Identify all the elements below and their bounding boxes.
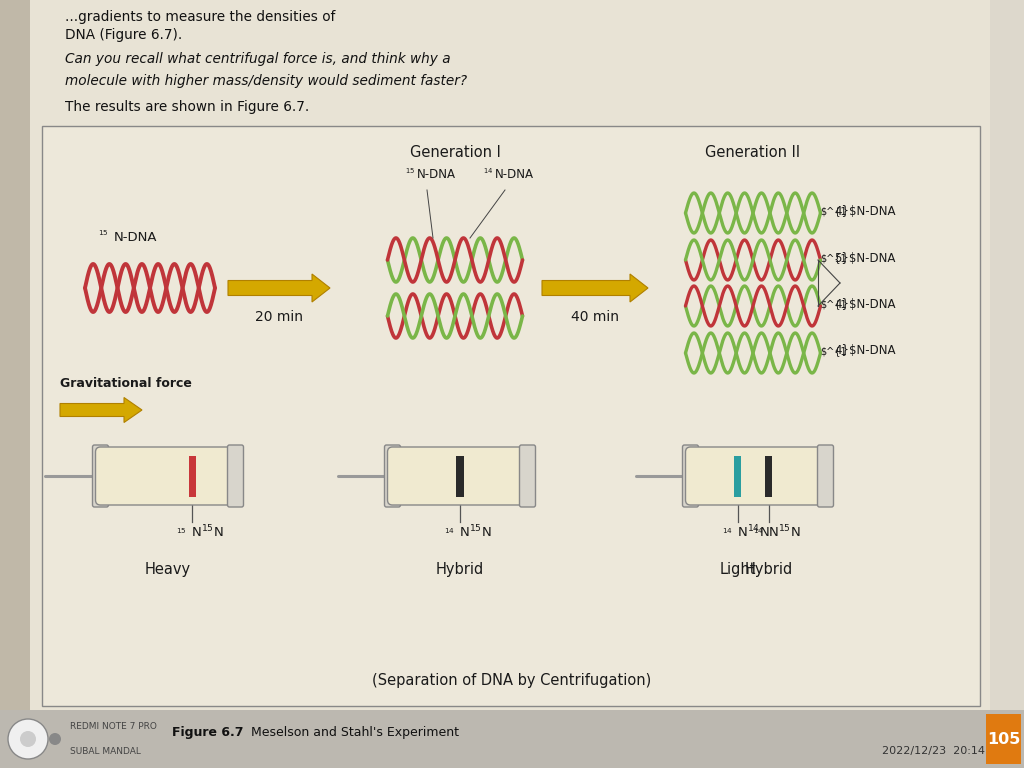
Text: 4}$N-DNA: 4}$N-DNA: [834, 297, 896, 310]
Text: N$^{14}$N: N$^{14}$N: [736, 524, 769, 541]
FancyBboxPatch shape: [817, 445, 834, 507]
Text: $^{14}$: $^{14}$: [482, 168, 493, 178]
Text: $^{1: $^{1: [820, 253, 847, 263]
Circle shape: [20, 731, 36, 747]
Text: Figure 6.7: Figure 6.7: [172, 726, 244, 739]
Text: Meselson and Stahl's Experiment: Meselson and Stahl's Experiment: [247, 726, 459, 739]
Text: N-DNA: N-DNA: [417, 168, 456, 181]
FancyBboxPatch shape: [92, 445, 109, 507]
Text: $^{1: $^{1: [820, 346, 847, 356]
Text: The results are shown in Figure 6.7.: The results are shown in Figure 6.7.: [65, 100, 309, 114]
Bar: [0, 710, 1024, 768]
FancyArrow shape: [542, 274, 648, 302]
Text: ...gradients to measure the densities of: ...gradients to measure the densities of: [65, 10, 336, 24]
FancyArrow shape: [228, 274, 330, 302]
Bar: [0, 0, 30, 768]
Text: 4}$N-DNA: 4}$N-DNA: [834, 204, 896, 217]
Text: 4}$N-DNA: 4}$N-DNA: [834, 345, 896, 357]
Text: Heavy: Heavy: [145, 562, 191, 577]
Text: N$^{15}$N: N$^{15}$N: [768, 524, 801, 541]
Text: DNA (Figure 6.7).: DNA (Figure 6.7).: [65, 28, 182, 42]
FancyBboxPatch shape: [519, 445, 536, 507]
Text: N-DNA: N-DNA: [495, 168, 534, 181]
FancyBboxPatch shape: [384, 445, 400, 507]
FancyBboxPatch shape: [685, 447, 830, 505]
Text: SUBAL MANDAL: SUBAL MANDAL: [70, 747, 141, 756]
Text: $^{14}$: $^{14}$: [753, 528, 764, 538]
Circle shape: [49, 733, 61, 745]
Text: $^{15}$: $^{15}$: [404, 168, 415, 178]
FancyBboxPatch shape: [986, 714, 1021, 764]
FancyBboxPatch shape: [683, 445, 698, 507]
FancyArrow shape: [60, 398, 142, 422]
Text: Hybrid: Hybrid: [436, 562, 484, 577]
FancyBboxPatch shape: [387, 447, 532, 505]
Text: $^{15}$: $^{15}$: [98, 230, 109, 240]
FancyBboxPatch shape: [95, 447, 241, 505]
Text: Generation I: Generation I: [410, 145, 501, 160]
Text: $^{15}$: $^{15}$: [176, 528, 187, 538]
Text: molecule with higher mass/density would sediment faster?: molecule with higher mass/density would …: [65, 74, 467, 88]
Text: N$^{15}$N: N$^{15}$N: [459, 524, 492, 541]
Text: (Separation of DNA by Centrifugation): (Separation of DNA by Centrifugation): [373, 673, 651, 687]
Text: N-DNA: N-DNA: [114, 231, 158, 244]
Text: Hybrid: Hybrid: [744, 562, 793, 577]
FancyBboxPatch shape: [42, 126, 980, 706]
Text: $^{14}$: $^{14}$: [444, 528, 455, 538]
Circle shape: [8, 719, 48, 759]
FancyBboxPatch shape: [227, 445, 244, 507]
Text: Light: Light: [720, 562, 756, 577]
Text: N$^{15}$N: N$^{15}$N: [191, 524, 224, 541]
Text: Generation II: Generation II: [706, 145, 801, 160]
Text: 5}$N-DNA: 5}$N-DNA: [834, 251, 895, 264]
Text: Gravitational force: Gravitational force: [60, 377, 191, 390]
Bar: [457, 455, 464, 496]
Text: $^{14}$: $^{14}$: [722, 528, 732, 538]
Text: REDMI NOTE 7 PRO: REDMI NOTE 7 PRO: [70, 722, 157, 730]
Text: 20 min: 20 min: [255, 310, 303, 324]
Text: 2022/12/23  20:14: 2022/12/23 20:14: [882, 746, 985, 756]
Text: 105: 105: [987, 731, 1020, 746]
Bar: [734, 455, 741, 496]
Bar: [188, 455, 196, 496]
Text: $^{1: $^{1: [820, 206, 847, 216]
Bar: [765, 455, 772, 496]
Text: $^{1: $^{1: [820, 299, 847, 309]
Text: 40 min: 40 min: [571, 310, 618, 324]
Text: Can you recall what centrifugal force is, and think why a: Can you recall what centrifugal force is…: [65, 52, 451, 66]
